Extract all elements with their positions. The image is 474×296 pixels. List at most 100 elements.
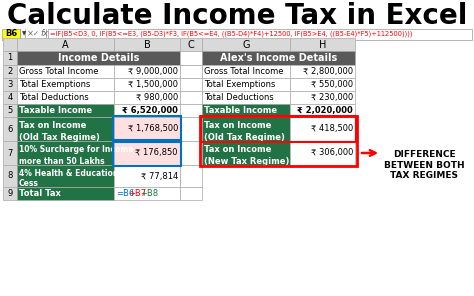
Text: Alex's Income Details: Alex's Income Details [220, 53, 337, 63]
Bar [3, 91, 17, 104]
Text: G: G [242, 39, 250, 49]
Bar [114, 91, 180, 104]
Text: =B6: =B6 [116, 189, 134, 198]
Bar [114, 141, 180, 165]
Bar [17, 117, 114, 141]
Text: =IF(B5<D3, 0, IF(B5<=E3, (B5-D3)*F3, IF(B5<=E4, ((B5-D4)*F4)+12500, IF(B5>E4, ((: =IF(B5<D3, 0, IF(B5<=E3, (B5-D3)*F3, IF(… [50, 31, 412, 37]
Bar [3, 51, 17, 65]
Bar [180, 165, 202, 187]
Text: C: C [188, 39, 194, 49]
Bar [290, 91, 355, 104]
Bar [17, 165, 114, 187]
Text: ₹ 2,020,000: ₹ 2,020,000 [297, 106, 353, 115]
Text: ₹ 77,814: ₹ 77,814 [141, 171, 178, 181]
Bar [180, 104, 202, 117]
Bar [202, 141, 290, 165]
Bar [3, 165, 17, 187]
Text: ₹ 550,000: ₹ 550,000 [311, 80, 353, 89]
Bar [114, 65, 180, 78]
Bar [3, 141, 17, 165]
Text: Total Exemptions: Total Exemptions [204, 80, 275, 89]
Bar [17, 91, 114, 104]
Bar [48, 28, 472, 39]
Bar [290, 141, 355, 165]
Bar [290, 104, 355, 117]
Text: Cess: Cess [19, 179, 39, 189]
Bar [3, 104, 17, 117]
Text: Tax on Income: Tax on Income [204, 144, 272, 154]
Text: 9: 9 [8, 189, 13, 198]
Text: 6: 6 [7, 125, 13, 133]
Text: fx: fx [40, 30, 48, 38]
Bar [202, 51, 355, 65]
Text: Taxable Income: Taxable Income [19, 106, 92, 115]
Text: ₹ 1,768,500: ₹ 1,768,500 [128, 125, 178, 133]
Text: 10% Surcharge for Income: 10% Surcharge for Income [19, 144, 134, 154]
Text: ×: × [27, 30, 34, 38]
Text: B: B [144, 39, 150, 49]
Bar [201, 116, 356, 142]
Text: +B8: +B8 [140, 189, 158, 198]
Text: 4% Health & Education: 4% Health & Education [19, 168, 118, 178]
Text: 3: 3 [7, 80, 13, 89]
Bar [3, 38, 17, 51]
Text: ₹ 176,850: ₹ 176,850 [136, 149, 178, 157]
Text: ✓: ✓ [33, 31, 39, 37]
Bar [200, 116, 357, 166]
Bar [202, 91, 290, 104]
Bar [290, 38, 355, 51]
Bar [17, 187, 114, 200]
Bar [114, 187, 180, 200]
Text: ₹ 1,500,000: ₹ 1,500,000 [128, 80, 178, 89]
Text: Gross Total Income: Gross Total Income [204, 67, 283, 76]
Bar [17, 65, 114, 78]
Bar [202, 65, 290, 78]
Text: 7: 7 [7, 149, 13, 157]
Text: 8: 8 [7, 171, 13, 181]
Bar [180, 117, 202, 141]
Bar [114, 165, 180, 187]
Text: B6: B6 [5, 30, 17, 38]
Text: (Old Tax Regime): (Old Tax Regime) [204, 133, 285, 142]
Bar [3, 65, 17, 78]
Bar [180, 78, 202, 91]
Bar [3, 78, 17, 91]
Bar [202, 117, 290, 141]
Bar [180, 187, 202, 200]
Text: Total Deductions: Total Deductions [19, 93, 89, 102]
Bar [2, 28, 20, 39]
Bar [180, 38, 202, 51]
Text: H: H [319, 39, 326, 49]
Text: ₹ 2,800,000: ₹ 2,800,000 [303, 67, 353, 76]
Bar [290, 117, 355, 141]
Bar [17, 38, 114, 51]
Bar [180, 51, 202, 65]
Text: ₹ 980,000: ₹ 980,000 [136, 93, 178, 102]
Text: ₹ 418,500: ₹ 418,500 [311, 125, 353, 133]
Bar [180, 65, 202, 78]
Text: (Old Tax Regime): (Old Tax Regime) [19, 133, 100, 142]
Text: Tax on Income: Tax on Income [19, 120, 86, 130]
Bar [113, 116, 181, 142]
Bar [113, 140, 181, 166]
Bar [202, 78, 290, 91]
Text: Income Details: Income Details [58, 53, 139, 63]
Text: Total Exemptions: Total Exemptions [19, 80, 91, 89]
Text: Tax on Income: Tax on Income [204, 120, 272, 130]
Text: +B7: +B7 [128, 189, 146, 198]
Text: Total Tax: Total Tax [19, 189, 61, 198]
Bar [290, 65, 355, 78]
Bar [180, 141, 202, 165]
Text: ₹ 230,000: ₹ 230,000 [311, 93, 353, 102]
Text: DIFFERENCE
BETWEEN BOTH
TAX REGIMES: DIFFERENCE BETWEEN BOTH TAX REGIMES [384, 150, 465, 180]
Text: 4: 4 [8, 93, 13, 102]
Bar [202, 104, 290, 117]
Bar [3, 187, 17, 200]
Text: ₹ 6,520,000: ₹ 6,520,000 [122, 106, 178, 115]
Text: Calculate Income Tax in Excel: Calculate Income Tax in Excel [7, 2, 467, 30]
Text: Taxable Income: Taxable Income [204, 106, 277, 115]
Bar [290, 78, 355, 91]
Bar [17, 78, 114, 91]
Text: 5: 5 [8, 106, 13, 115]
Text: ₹ 306,000: ₹ 306,000 [310, 149, 353, 157]
